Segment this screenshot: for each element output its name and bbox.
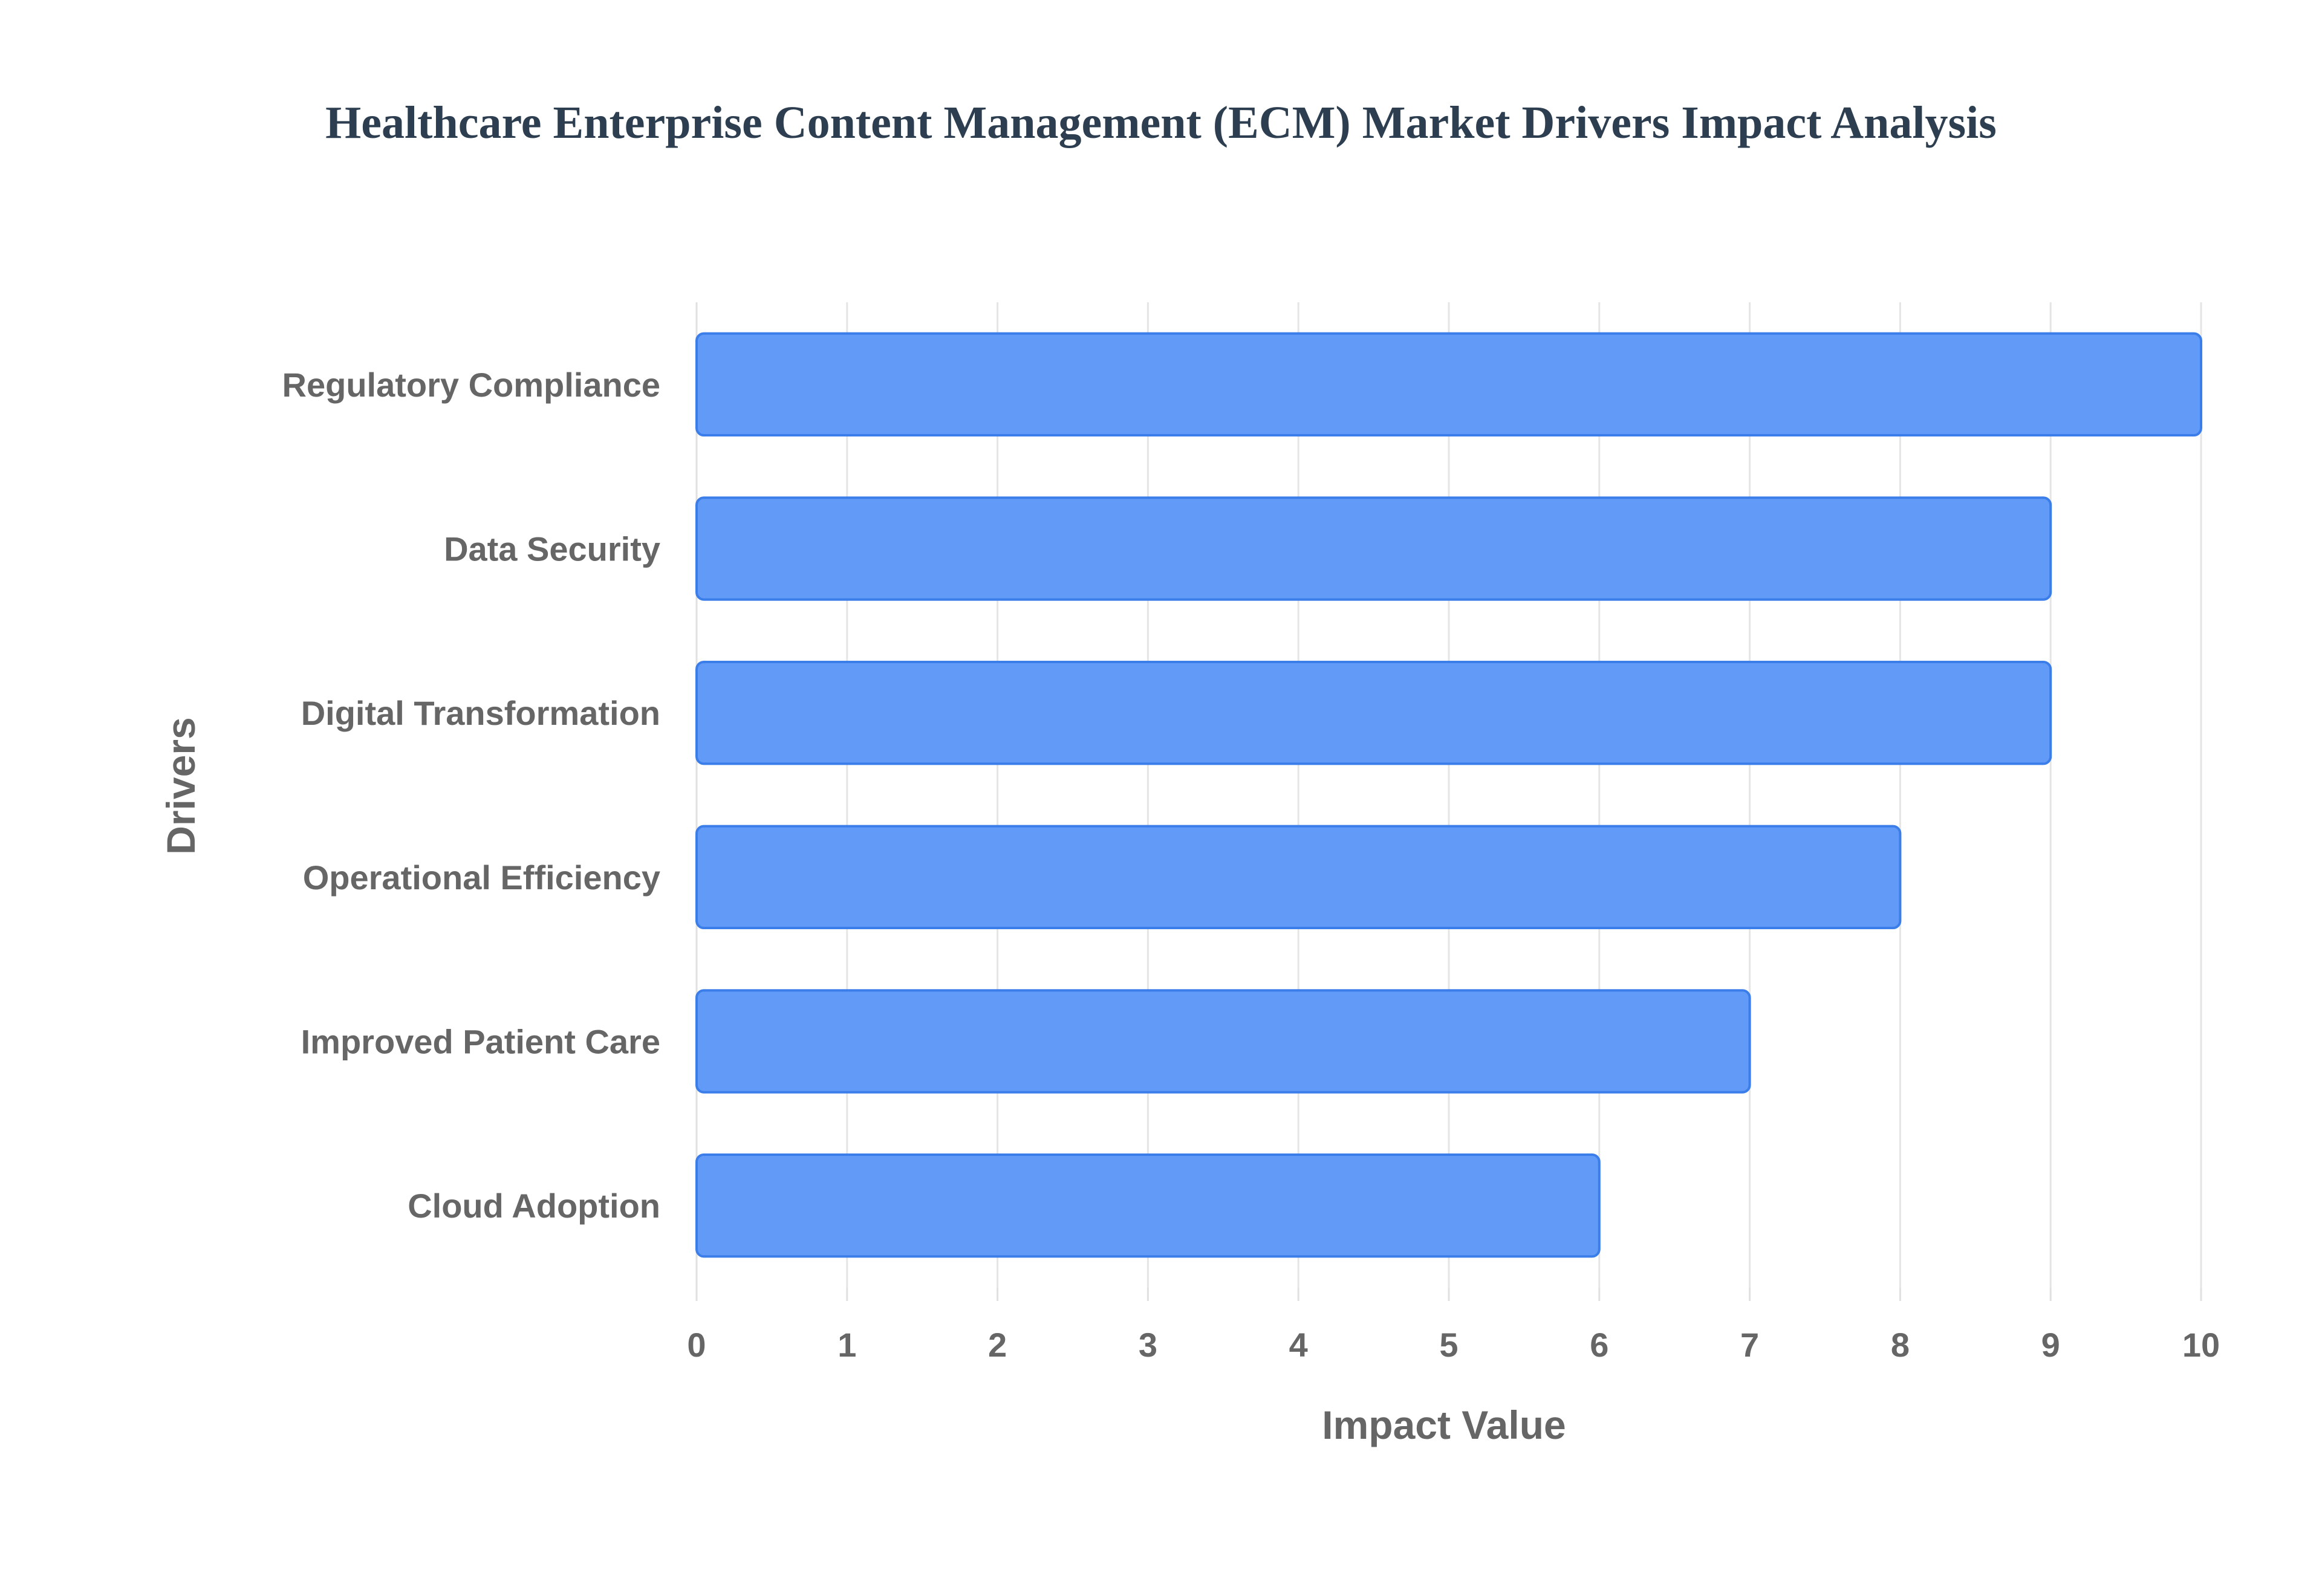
- x-tick-labels: 0 1 2 3 4 5 6 7 8 9 10: [687, 1326, 2220, 1364]
- x-tick-label: 0: [687, 1326, 706, 1364]
- bar-improved-patient-care: [695, 989, 1751, 1094]
- y-tick-label: Operational Efficiency: [303, 858, 660, 897]
- y-tick-label: Digital Transformation: [301, 694, 660, 732]
- x-tick-label: 4: [1289, 1326, 1308, 1364]
- x-tick-label: 6: [1590, 1326, 1608, 1364]
- x-tick-label: 8: [1891, 1326, 1910, 1364]
- y-axis-label: Drivers: [158, 717, 203, 855]
- x-axis-label: Impact Value: [1322, 1403, 1566, 1447]
- x-tick-label: 9: [2041, 1326, 2060, 1364]
- bar-digital-transformation: [695, 660, 2052, 765]
- bar-cloud-adoption: [695, 1153, 1601, 1258]
- x-tick-label: 1: [837, 1326, 856, 1364]
- y-tick-label: Data Security: [444, 530, 660, 568]
- x-tick-label: 2: [988, 1326, 1007, 1364]
- y-tick-label: Cloud Adoption: [408, 1187, 660, 1225]
- x-tick-label: 7: [1740, 1326, 1759, 1364]
- bars: [695, 332, 2202, 1258]
- bar-data-security: [695, 496, 2052, 601]
- y-tick-label: Regulatory Compliance: [282, 366, 660, 404]
- y-tick-labels: Regulatory Compliance Data Security Digita…: [282, 366, 660, 1225]
- x-tick-label: 10: [2182, 1326, 2220, 1364]
- y-tick-label: Improved Patient Care: [301, 1023, 660, 1061]
- grid-lines: [695, 302, 2202, 1301]
- bar-operational-efficiency: [695, 825, 1902, 930]
- chart-title: Healthcare Enterprise Content Management…: [325, 97, 1997, 148]
- x-tick-label: 5: [1439, 1326, 1458, 1364]
- bar-regulatory-compliance: [695, 332, 2202, 437]
- x-tick-label: 3: [1139, 1326, 1157, 1364]
